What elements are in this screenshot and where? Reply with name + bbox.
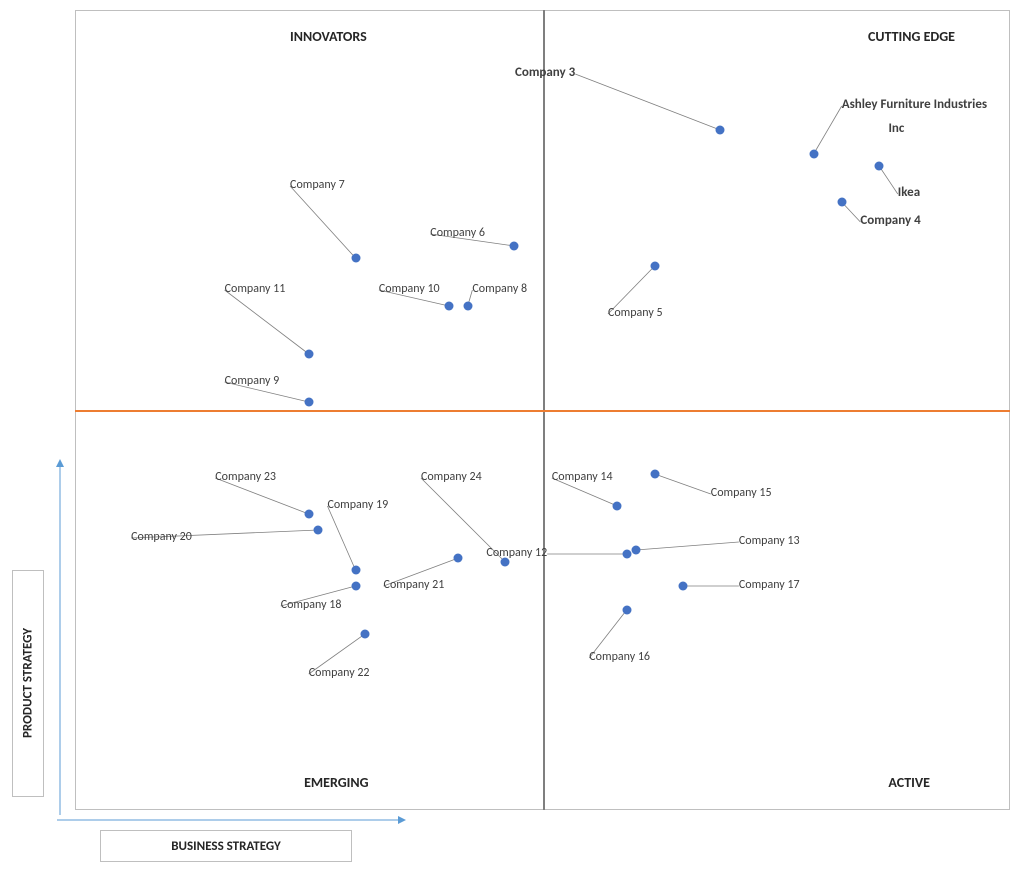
point-company-17: [678, 582, 687, 591]
point-label-company-15: Company 15: [711, 486, 772, 500]
point-company-21: [454, 554, 463, 563]
horizontal-midline: [75, 410, 1010, 412]
point-label-company-11: Company 11: [225, 282, 286, 296]
point-company-11: [304, 350, 313, 359]
point-label-company-22: Company 22: [309, 666, 370, 680]
point-company-7: [351, 254, 360, 263]
point-company-20: [314, 526, 323, 535]
point-company-8: [463, 302, 472, 311]
point-company-23: [304, 510, 313, 519]
point-company-19: [351, 566, 360, 575]
point-label-company-16: Company 16: [589, 650, 650, 664]
point-company-9: [304, 398, 313, 407]
point-label-company-5: Company 5: [608, 306, 663, 320]
quadrant-chart: INNOVATORS CUTTING EDGE EMERGING ACTIVE …: [0, 0, 1024, 870]
point-ikea: [875, 162, 884, 171]
point-company-12: [622, 550, 631, 559]
point-label-company-4: Company 4: [860, 213, 920, 228]
point-label-company-24: Company 24: [421, 470, 482, 484]
point-company-13: [632, 546, 641, 555]
point-label-company-18: Company 18: [281, 598, 342, 612]
point-company-10: [445, 302, 454, 311]
point-label-company-3: Company 3: [515, 65, 575, 80]
point-label2-ashley: Inc: [888, 121, 904, 136]
point-company-4: [837, 198, 846, 207]
point-label-company-13: Company 13: [739, 534, 800, 548]
point-company-14: [613, 502, 622, 511]
point-label-company-19: Company 19: [327, 498, 388, 512]
point-label-company-21: Company 21: [384, 578, 445, 592]
point-label-company-12: Company 12: [486, 546, 547, 560]
point-ashley: [809, 150, 818, 159]
point-company-6: [510, 242, 519, 251]
point-company-5: [650, 262, 659, 271]
point-label-company-6: Company 6: [430, 226, 485, 240]
point-company-22: [360, 630, 369, 639]
point-label-company-7: Company 7: [290, 178, 345, 192]
point-label-company-17: Company 17: [739, 578, 800, 592]
point-label-company-20: Company 20: [131, 530, 192, 544]
point-company-15: [650, 470, 659, 479]
point-company-18: [351, 582, 360, 591]
point-company-16: [622, 606, 631, 615]
point-label-company-14: Company 14: [552, 470, 613, 484]
point-label-company-10: Company 10: [379, 282, 440, 296]
overlay-svg: [0, 0, 1024, 870]
point-label-company-23: Company 23: [215, 470, 276, 484]
point-company-24: [501, 558, 510, 567]
point-label-company-9: Company 9: [225, 374, 280, 388]
point-label-ikea: Ikea: [898, 185, 920, 200]
point-label-company-8: Company 8: [472, 282, 527, 296]
point-label-ashley: Ashley Furniture Industries: [842, 97, 987, 112]
point-company-3: [716, 126, 725, 135]
